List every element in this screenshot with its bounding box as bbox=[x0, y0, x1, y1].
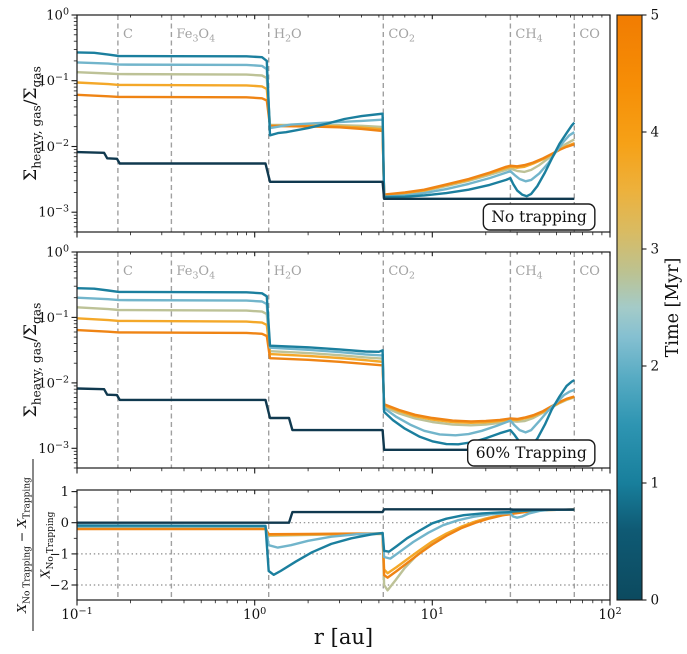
front-label: H2O bbox=[274, 27, 302, 44]
series-line-time-5 bbox=[77, 328, 575, 423]
x-tick-label: 10−1 bbox=[61, 606, 92, 623]
fraction-numerator: XNo Trapping − XTrapping bbox=[14, 477, 32, 614]
front-label: CO bbox=[579, 264, 600, 279]
front-label: CO2 bbox=[388, 27, 415, 44]
front-label: CO bbox=[579, 27, 600, 42]
y-axis-fraction-label: XNo Trapping − XTrapping XNo Trapping bbox=[14, 459, 56, 631]
series-line-time-5 bbox=[77, 93, 575, 196]
series-line-time-2 bbox=[77, 508, 575, 560]
panel-spines bbox=[76, 251, 611, 469]
panel-sixty-percent-trapping: C Fe3O4 H2O CO2 CH4 CO 100 10−1 10−2 10−3 60% Trap… bbox=[38, 243, 611, 474]
y-ticks: 1 0 −1 −2 bbox=[50, 485, 77, 594]
y-tick-label: 10−1 bbox=[38, 309, 69, 326]
fraction-denominator: XNo Trapping bbox=[38, 511, 56, 579]
x-ticks bbox=[76, 490, 611, 606]
annotation-box bbox=[482, 203, 596, 231]
colorbar-tick-label: 2 bbox=[651, 359, 660, 375]
annotation-label: 60% Trapping bbox=[476, 444, 587, 462]
series-line-time-0 bbox=[77, 387, 575, 451]
colorbar-gradient bbox=[616, 14, 643, 601]
y-tick-label: 100 bbox=[46, 243, 69, 260]
series-line-time-1 bbox=[77, 287, 575, 449]
series-line-time-5 bbox=[77, 508, 575, 579]
y-axis-label: Σheavy, gas/Σgas bbox=[21, 303, 43, 418]
panel-spines bbox=[76, 14, 611, 233]
y-tick-label: 10−3 bbox=[38, 204, 69, 221]
series-line-time-2 bbox=[77, 61, 575, 198]
colorbar-label: Time [Myr] bbox=[663, 258, 683, 358]
y-axis-label-text: Σheavy, gas/Σgas bbox=[21, 66, 43, 181]
colorbar-label-text: Time [Myr] bbox=[663, 258, 683, 358]
y-axis-label: Σheavy, gas/Σgas bbox=[21, 66, 43, 181]
panel-relative-difference: 1 0 −1 −2 bbox=[50, 485, 611, 606]
x-tick-label: 101 bbox=[421, 606, 444, 623]
front-label: H2O bbox=[274, 264, 302, 281]
annotation-box bbox=[466, 439, 596, 467]
colorbar-tick-label: 0 bbox=[651, 593, 660, 609]
panel-no-trapping: C Fe3O4 H2O CO2 CH4 CO 100 10−1 10−2 10−3 No trapp… bbox=[38, 6, 611, 238]
y-ticks: 100 10−1 10−2 10−3 bbox=[38, 6, 77, 233]
y-tick-label: −1 bbox=[50, 547, 69, 562]
front-label: C bbox=[123, 264, 133, 279]
colorbar-tick-label: 4 bbox=[651, 125, 660, 141]
front-label: CH4 bbox=[515, 27, 542, 44]
colorbar-tick-label: 3 bbox=[651, 242, 660, 258]
front-label: Fe3O4 bbox=[176, 27, 215, 44]
annotation-sixty-percent-trapping: 60% Trapping bbox=[466, 439, 596, 467]
x-tick-label: 100 bbox=[243, 606, 266, 623]
colorbar: 0 1 2 3 4 5 bbox=[616, 8, 660, 609]
front-label: C bbox=[123, 27, 133, 42]
y-tick-label: 10−2 bbox=[38, 374, 69, 391]
x-ticks bbox=[76, 252, 611, 474]
annotation-no-trapping: No trapping bbox=[482, 203, 596, 231]
y-tick-label: 10−2 bbox=[38, 138, 69, 155]
series-line-time-1 bbox=[77, 51, 576, 199]
y-ticks: 100 10−1 10−2 10−3 bbox=[38, 243, 77, 469]
series-line-time-0 bbox=[77, 508, 575, 524]
panel-spines bbox=[76, 489, 611, 601]
colorbar-tick-label: 1 bbox=[651, 476, 660, 492]
y-tick-label: 1 bbox=[61, 485, 69, 500]
y-tick-label: 100 bbox=[46, 6, 69, 23]
x-axis: 10−1 100 101 102 r [au] bbox=[61, 606, 621, 649]
y-tick-label: 0 bbox=[61, 516, 69, 531]
series-line-time-0 bbox=[77, 150, 575, 200]
annotation-label: No trapping bbox=[491, 208, 586, 226]
front-label: Fe3O4 bbox=[176, 264, 215, 281]
x-ticks bbox=[76, 15, 611, 238]
colorbar-tick-label: 5 bbox=[651, 8, 660, 24]
series-line-time-1 bbox=[77, 508, 575, 576]
front-label: CH4 bbox=[515, 264, 542, 281]
front-label: CO2 bbox=[388, 264, 415, 281]
y-tick-label: 10−1 bbox=[38, 72, 69, 89]
x-tick-label: 102 bbox=[598, 606, 621, 623]
y-tick-label: −2 bbox=[50, 579, 69, 594]
y-axis-label-text: Σheavy, gas/Σgas bbox=[21, 303, 43, 418]
x-axis-label: r [au] bbox=[314, 625, 373, 649]
y-tick-label: 10−3 bbox=[38, 440, 69, 457]
